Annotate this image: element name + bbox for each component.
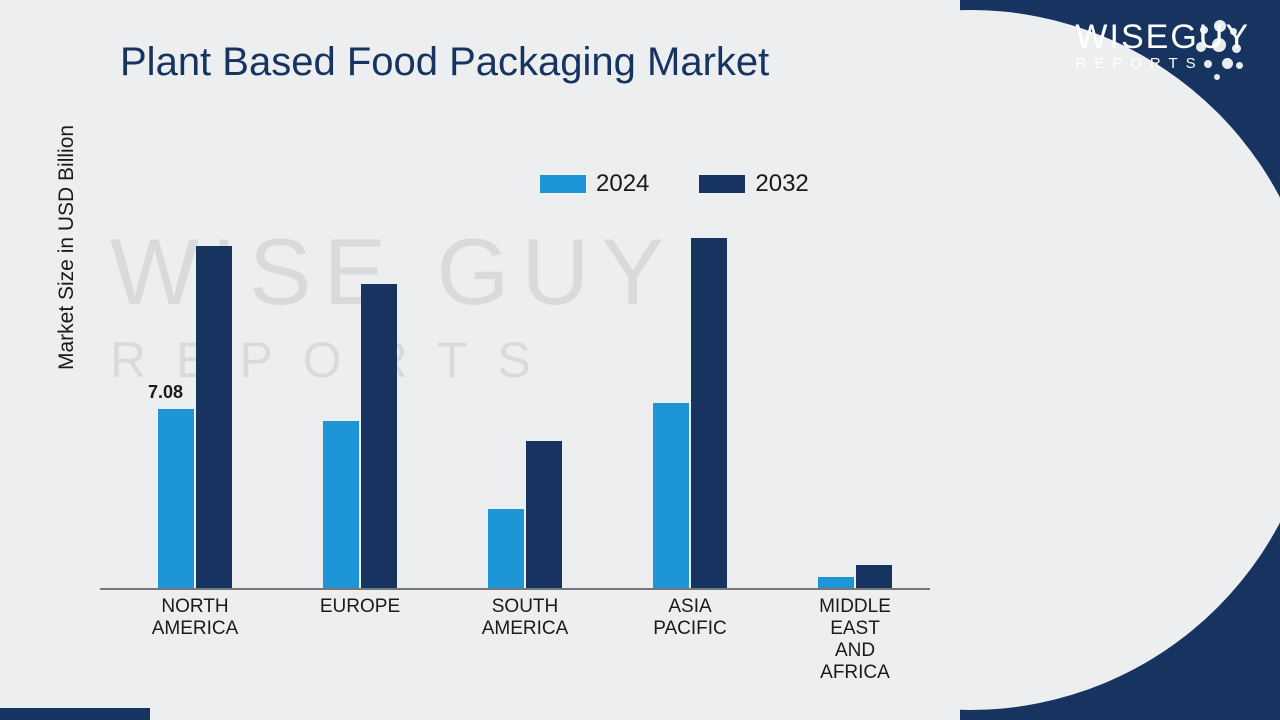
x-axis-label: ASIAPACIFIC <box>615 596 765 640</box>
chart-plot-area: 7.08 <box>100 210 930 590</box>
bar-2024 <box>158 409 194 588</box>
legend-swatch-2024 <box>540 175 586 193</box>
bar-group <box>460 441 590 588</box>
legend: 2024 2032 <box>540 170 809 198</box>
bar-2032 <box>856 565 892 588</box>
bar-value-label: 7.08 <box>148 382 183 403</box>
logo-line2: REPORTS <box>1075 56 1203 72</box>
logo-head-icon <box>1190 18 1250 88</box>
bar-2024 <box>323 421 359 588</box>
bar-2032 <box>526 441 562 588</box>
bar-group <box>130 246 260 588</box>
bar-group <box>790 565 920 588</box>
legend-item-2032: 2032 <box>699 170 808 198</box>
legend-label-2032: 2032 <box>755 170 808 198</box>
bar-2032 <box>361 284 397 588</box>
bar-group <box>625 238 755 588</box>
bar-2032 <box>691 238 727 588</box>
bottom-accent-strip <box>0 708 150 720</box>
legend-swatch-2032 <box>699 175 745 193</box>
x-axis-label: SOUTHAMERICA <box>450 596 600 640</box>
chart-title: Plant Based Food Packaging Market <box>120 40 900 85</box>
chart-canvas: WISE GUY REPORTS Plant Based Food Packag… <box>0 0 1280 720</box>
bar-2024 <box>818 577 854 588</box>
x-axis-label: EUROPE <box>285 596 435 618</box>
legend-label-2024: 2024 <box>596 170 649 198</box>
bar-2032 <box>196 246 232 588</box>
bar-2024 <box>653 403 689 588</box>
x-axis-labels: NORTHAMERICA EUROPE SOUTHAMERICA ASIAPACIFI… <box>100 596 930 706</box>
x-axis-label: NORTHAMERICA <box>120 596 270 640</box>
bar-group <box>295 284 425 588</box>
y-axis-label: Market Size in USD Billion <box>55 125 79 370</box>
x-axis-label: MIDDLEEASTANDAFRICA <box>780 596 930 683</box>
legend-item-2024: 2024 <box>540 170 649 198</box>
bar-2024 <box>488 509 524 588</box>
